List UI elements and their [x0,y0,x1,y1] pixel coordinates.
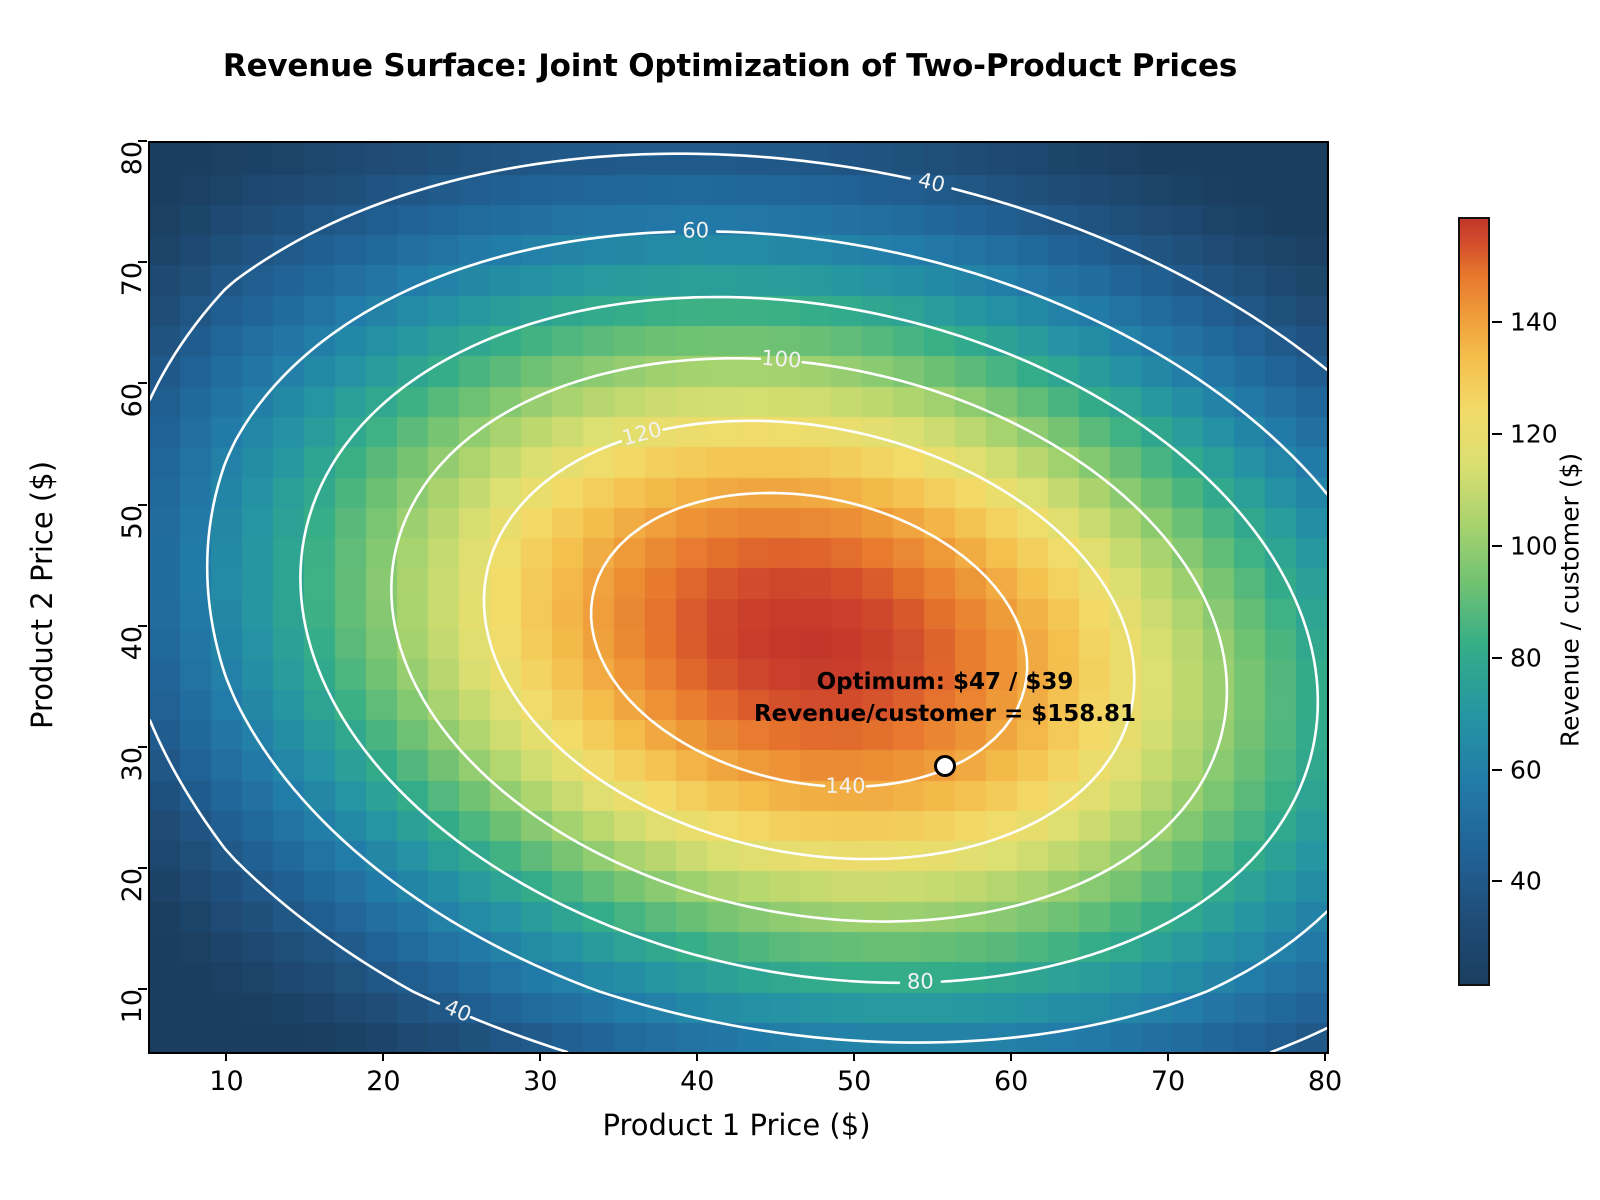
contour-line-100 [390,357,858,923]
contour-line-60 [715,230,1327,496]
colorbar-tick-label-80: 80 [1510,643,1542,673]
contour-label-40: 40 [441,994,475,1027]
y-tick-mark-50 [138,503,147,506]
colorbar-tick-label-120: 120 [1510,419,1558,449]
contour-label-40: 40 [916,168,948,198]
x-tick-mark-30 [539,1052,542,1061]
colorbar-tick-mark-80 [1492,656,1502,659]
x-tick-label-20: 20 [366,1066,401,1097]
x-tick-label-40: 40 [680,1066,715,1097]
y-tick-label-20: 20 [116,868,148,903]
x-tick-label-70: 70 [1150,1066,1186,1097]
y-tick-mark-60 [138,382,147,385]
contour-line-40 [951,187,1327,372]
contour-label-80: 80 [907,969,934,994]
colorbar-label: Revenue / customer ($) [1555,452,1585,748]
x-tick-label-60: 60 [993,1066,1029,1097]
colorbar-tick-mark-120 [1492,433,1502,435]
contour-overlay: 40 40 60 80 100 120 140 [150,152,1327,1052]
colorbar-tick-label-140: 140 [1510,307,1558,337]
optimum-point-marker [934,755,956,777]
colorbar-tick-mark-140 [1492,321,1502,324]
colorbar-gradient [1460,219,1488,984]
x-axis-label: Product 1 Price ($) [602,1108,871,1142]
contour-line-120 [482,440,783,853]
y-tick-label-50: 50 [116,504,148,539]
y-tick-label-30: 30 [116,747,148,782]
contour-label-120: 120 [619,417,664,450]
x-tick-mark-80 [1324,1052,1326,1061]
contour-line-120 [662,419,1136,861]
contour-line-40 [150,719,441,1005]
y-tick-label-70: 70 [116,262,148,297]
y-tick-label-10: 10 [116,989,148,1024]
y-tick-label-80: 80 [116,141,148,176]
contour-line-60 [205,230,1327,1044]
colorbar-tick-mark-40 [1492,880,1502,883]
y-tick-mark-20 [138,867,147,870]
y-axis-label: Product 2 Price ($) [25,460,59,730]
y-tick-mark-40 [138,624,147,627]
colorbar [1458,217,1490,986]
x-tick-mark-20 [382,1052,385,1061]
contour-line-40 [150,152,911,401]
x-tick-mark-50 [853,1052,856,1061]
x-tick-mark-10 [225,1052,228,1061]
contour-line-80 [854,980,901,985]
contour-line-140 [780,778,826,788]
x-tick-label-10: 10 [209,1066,244,1097]
contour-label-60: 60 [682,218,709,242]
y-tick-mark-30 [138,746,147,748]
colorbar-tick-label-60: 60 [1510,755,1542,784]
contour-label-140: 140 [825,774,865,798]
y-tick-mark-80 [138,140,147,142]
contour-line-80 [299,295,1320,983]
colorbar-tick-mark-100 [1492,544,1502,547]
colorbar-tick-label-100: 100 [1510,531,1558,561]
contour-line-40 [1270,1026,1327,1052]
x-tick-mark-60 [1010,1052,1013,1061]
x-tick-mark-40 [696,1052,699,1061]
plot-area: 40 40 60 80 100 120 140 Optimum: $47 / $39 Rev… [148,141,1329,1054]
colorbar-tick-label-40: 40 [1510,866,1542,896]
page-title: Revenue Surface: Joint Optimization of T… [222,48,1238,84]
contour-line-40 [469,1015,569,1052]
heatmap-surface [150,143,1327,1052]
y-tick-mark-10 [138,988,147,991]
contour-line-100 [801,360,1229,923]
y-tick-mark-70 [138,261,147,264]
y-tick-label-40: 40 [116,625,148,661]
x-tick-label-80: 80 [1307,1066,1343,1097]
y-tick-label-60: 60 [116,383,148,418]
x-tick-label-50: 50 [837,1066,872,1097]
contour-label-100: 100 [760,346,802,373]
contour-line-140 [589,491,1029,788]
x-tick-mark-70 [1167,1052,1170,1061]
colorbar-tick-mark-60 [1492,768,1502,771]
x-tick-label-30: 30 [523,1066,558,1097]
